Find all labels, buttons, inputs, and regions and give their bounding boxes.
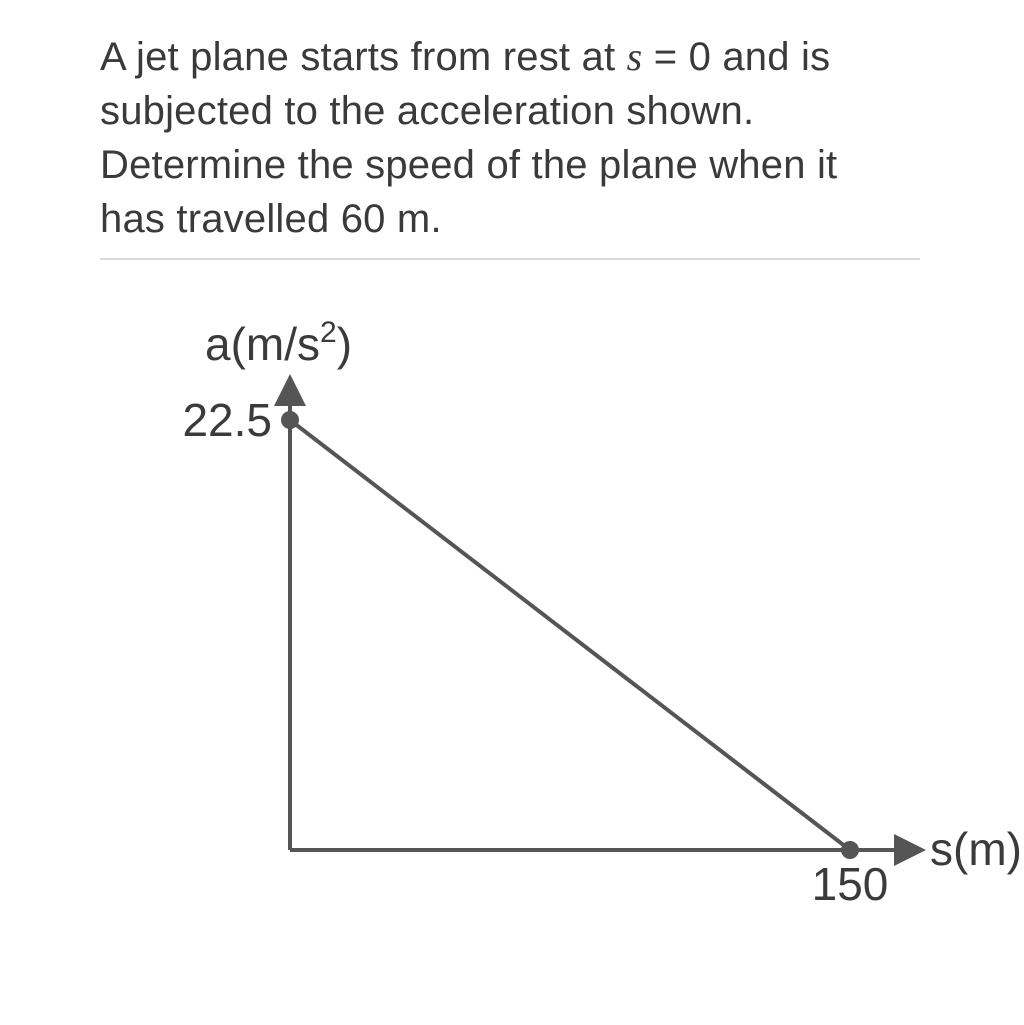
text-line4-val: 60 m [341,197,431,241]
x-axis-title: s(m) [930,823,1022,875]
y-axis-title: a(m/s2) [205,316,352,370]
a-vs-s-chart: a(m/s2)22.5150s(m) [80,290,974,940]
text-line3: Determine the speed of the plane when it [100,143,837,187]
text-line1-pre: A jet plane starts from rest at [100,35,627,79]
text-var-s: s [627,34,643,79]
data-point-end [841,841,859,859]
text-line4-post: . [430,197,441,241]
text-line1-post: and is [711,35,830,79]
series-line [290,420,850,850]
problem-statement: A jet plane starts from rest at s = 0 an… [100,30,974,246]
x-tick-label: 150 [812,858,889,910]
text-eq: = 0 [642,35,711,79]
data-point-start [281,411,299,429]
text-line2: subjected to the acceleration shown. [100,89,754,133]
divider [100,258,920,260]
y-tick-label: 22.5 [182,394,272,446]
text-line4-pre: has travelled [100,197,341,241]
